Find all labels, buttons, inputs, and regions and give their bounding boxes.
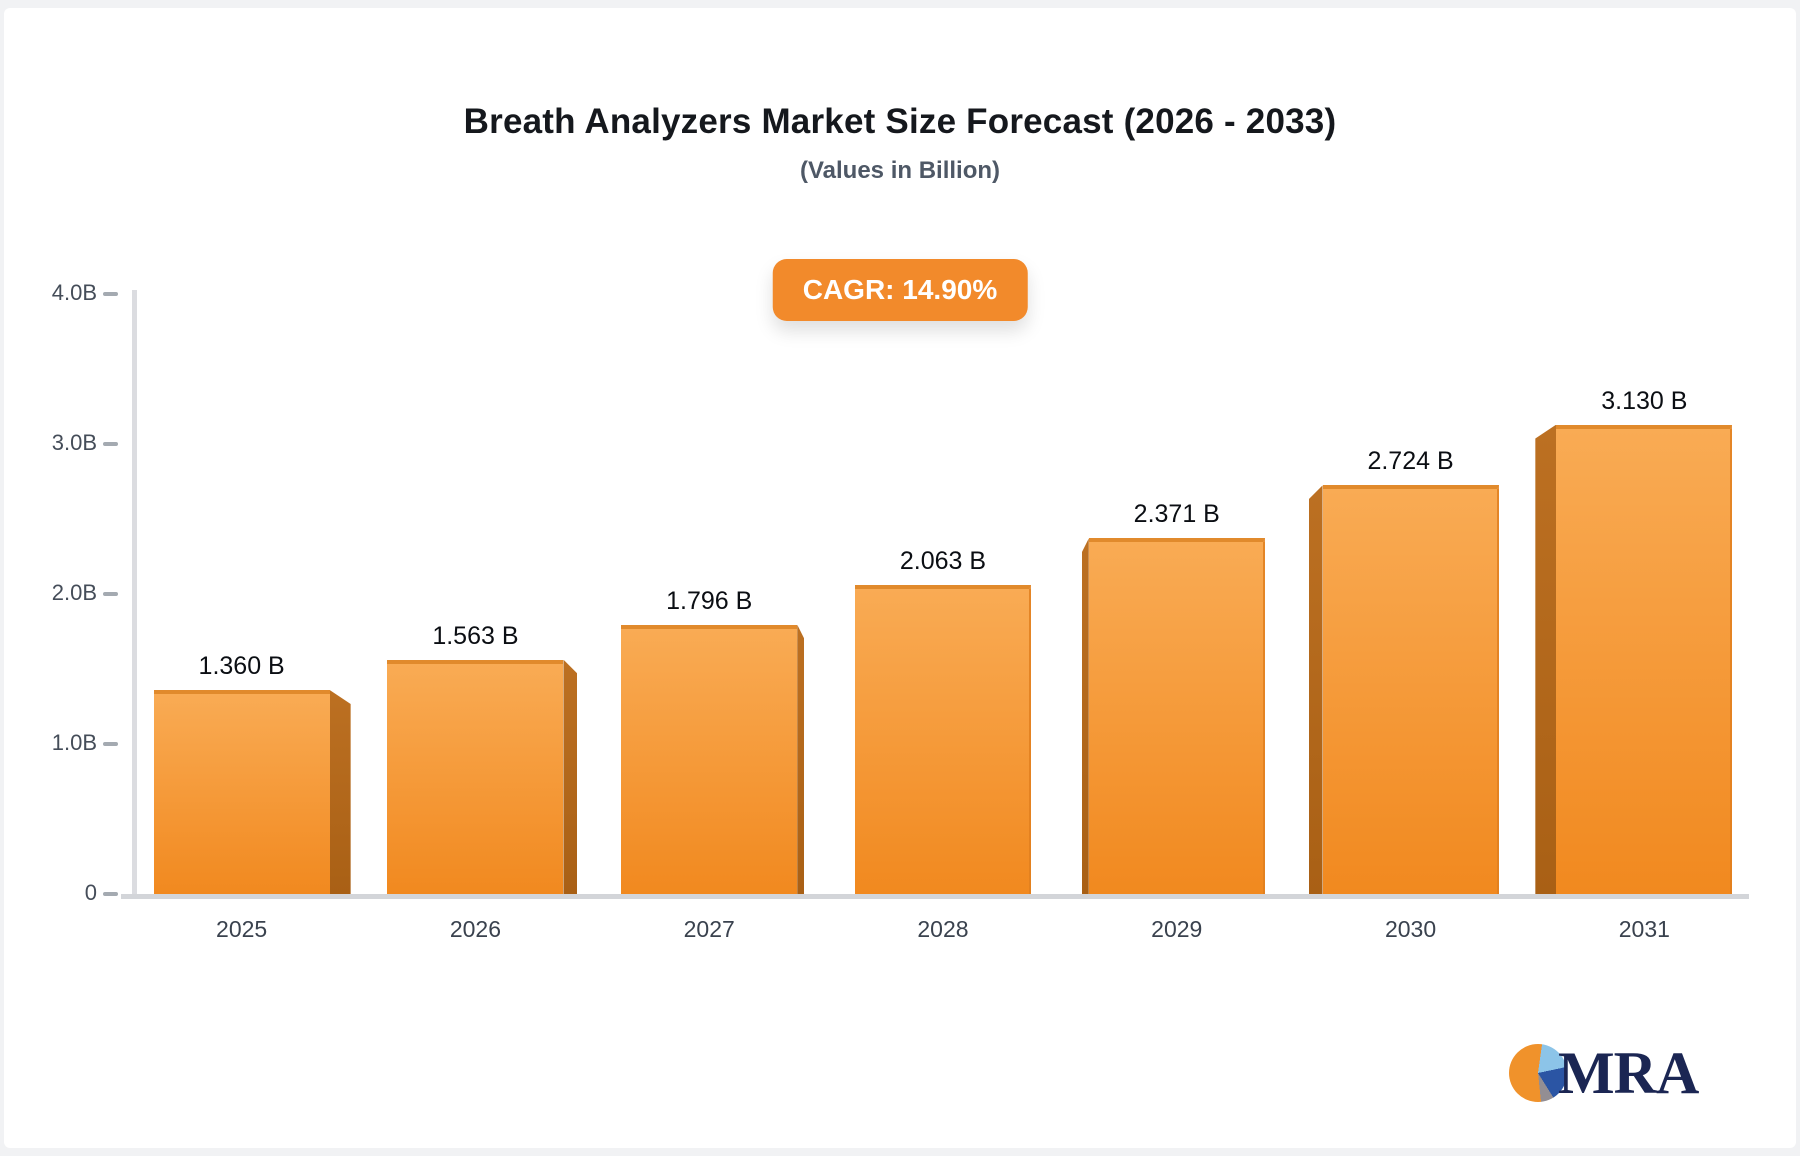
chart-title: Breath Analyzers Market Size Forecast (2… [463,102,1337,141]
bar-2029 [1081,538,1265,894]
bar-side-face [329,690,351,894]
bar-2025 [153,690,351,894]
logo-text: MRA [1558,1040,1699,1106]
bar-value-label: 1.563 B [432,621,519,650]
y-tick-label: 2.0B [51,580,97,605]
bar-value-label: 2.063 B [899,546,987,575]
y-axis-line [132,290,137,898]
bar-front-face [854,584,1031,894]
y-tick-mark [103,292,118,296]
logo: MRA [1509,1040,1699,1106]
bar-column: 1.796 B [598,587,828,894]
bar-side-face [563,659,578,894]
x-axis-label-2030: 2030 [1384,916,1437,942]
y-tick-label: 3.0B [51,430,97,455]
x-axis-label-2027: 2027 [683,916,735,942]
bar-2030 [1308,485,1499,894]
bar-value-label: 2.724 B [1367,447,1454,476]
x-axis-label-2026: 2026 [449,916,501,942]
cagr-badge: CAGR: 14.90% [772,259,1028,321]
bar-column: 3.130 B [1519,386,1749,894]
y-tick-label: 0 [84,880,97,905]
y-tick-label: 4.0B [51,280,97,305]
bar-2028 [854,584,1031,894]
y-tick-label: 1.0B [51,730,97,755]
bar-front-face [1556,424,1733,894]
bar-side-face [1081,538,1089,894]
plot-area: 4.0B 3.0B 2.0B 1.0B 0 1.360 B 1.563 B 1.… [52,280,1749,905]
chart-card: Breath Analyzers Market Size Forecast (2… [4,8,1796,1148]
bar-2026 [387,659,578,894]
bar-column: 2.371 B [1058,500,1288,894]
bar-front-face [1322,485,1499,894]
y-tick-mark [103,592,118,596]
bar-front-face [621,624,798,894]
bar-column: 2.063 B [828,547,1058,894]
x-axis-label-2029: 2029 [1151,916,1203,942]
bar-column: 2.724 B [1288,447,1518,894]
bar-2031 [1535,424,1733,894]
y-tick-mark [103,742,118,746]
x-axis-label-2031: 2031 [1618,916,1670,942]
bar-front-face [1088,538,1265,894]
y-tick-mark [103,442,118,446]
bar-value-label: 1.796 B [666,586,753,615]
bar-value-label: 1.360 B [198,652,285,680]
pie-chart-logo-icon [1509,1044,1567,1102]
bar-value-label: 3.130 B [1601,386,1688,415]
bar-front-face [387,659,564,894]
bar-side-face [1308,485,1323,894]
x-axis-line [121,894,1749,899]
chart-subtitle: (Values in Billion) [799,157,1001,184]
bar-2027 [621,624,805,894]
bar-column: 1.360 B [137,652,367,894]
bar-column: 1.563 B [367,622,597,894]
x-axis-label-2028: 2028 [917,916,969,942]
bars-container: 1.360 B 1.563 B 1.796 B 2.063 B 2.371 B [137,294,1749,894]
bar-side-face [797,624,805,894]
x-axis-label-2025: 2025 [216,916,268,942]
bar-front-face [153,690,330,894]
bar-side-face [1535,424,1557,894]
y-tick-mark [103,892,118,896]
x-axis-labels: 2025 2026 2027 2028 2029 2030 2031 [137,916,1749,943]
bar-value-label: 2.371 B [1133,500,1220,529]
